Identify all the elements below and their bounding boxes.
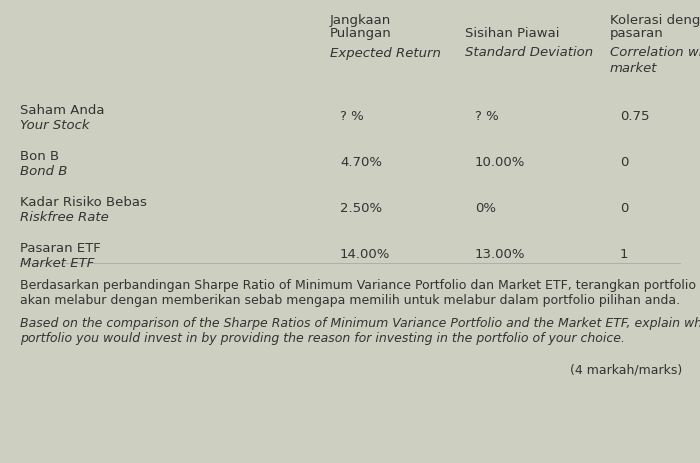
Text: Bond B: Bond B (20, 165, 67, 178)
Text: Based on the comparison of the Sharpe Ratios of Minimum Variance Portfolio and t: Based on the comparison of the Sharpe Ra… (20, 316, 700, 329)
Text: 4.70%: 4.70% (340, 156, 382, 169)
Text: 10.00%: 10.00% (475, 156, 526, 169)
Text: (4 markah/marks): (4 markah/marks) (570, 363, 682, 376)
Text: 0%: 0% (475, 201, 496, 214)
Text: pasaran: pasaran (610, 27, 664, 40)
Text: 1: 1 (620, 247, 629, 260)
Text: Berdasarkan perbandingan Sharpe Ratio of Minimum Variance Portfolio dan Market E: Berdasarkan perbandingan Sharpe Ratio of… (20, 278, 700, 291)
Text: 0: 0 (620, 201, 629, 214)
Text: Standard Deviation: Standard Deviation (465, 46, 593, 59)
Text: 2.50%: 2.50% (340, 201, 382, 214)
Text: Correlation with: Correlation with (610, 46, 700, 59)
Text: 0: 0 (620, 156, 629, 169)
Text: Jangkaan: Jangkaan (330, 14, 391, 27)
Text: Pasaran ETF: Pasaran ETF (20, 242, 101, 255)
Text: ? %: ? % (340, 110, 364, 123)
Text: Saham Anda: Saham Anda (20, 104, 104, 117)
Text: akan melabur dengan memberikan sebab mengapa memilih untuk melabur dalam portfol: akan melabur dengan memberikan sebab men… (20, 294, 680, 307)
Text: Bon B: Bon B (20, 150, 59, 163)
Text: Kadar Risiko Bebas: Kadar Risiko Bebas (20, 195, 147, 208)
Text: ? %: ? % (475, 110, 498, 123)
Text: portfolio you would invest in by providing the reason for investing in the portf: portfolio you would invest in by providi… (20, 332, 625, 344)
Text: Kolerasi dengan: Kolerasi dengan (610, 14, 700, 27)
Text: Sisihan Piawai: Sisihan Piawai (465, 27, 559, 40)
Text: Pulangan: Pulangan (330, 27, 392, 40)
Text: Expected Return: Expected Return (330, 46, 441, 59)
Text: Riskfree Rate: Riskfree Rate (20, 211, 108, 224)
Text: Your Stock: Your Stock (20, 119, 90, 131)
Text: Market ETF: Market ETF (20, 257, 94, 269)
Text: 13.00%: 13.00% (475, 247, 526, 260)
Text: 0.75: 0.75 (620, 110, 650, 123)
Text: 14.00%: 14.00% (340, 247, 391, 260)
Text: market: market (610, 62, 657, 75)
